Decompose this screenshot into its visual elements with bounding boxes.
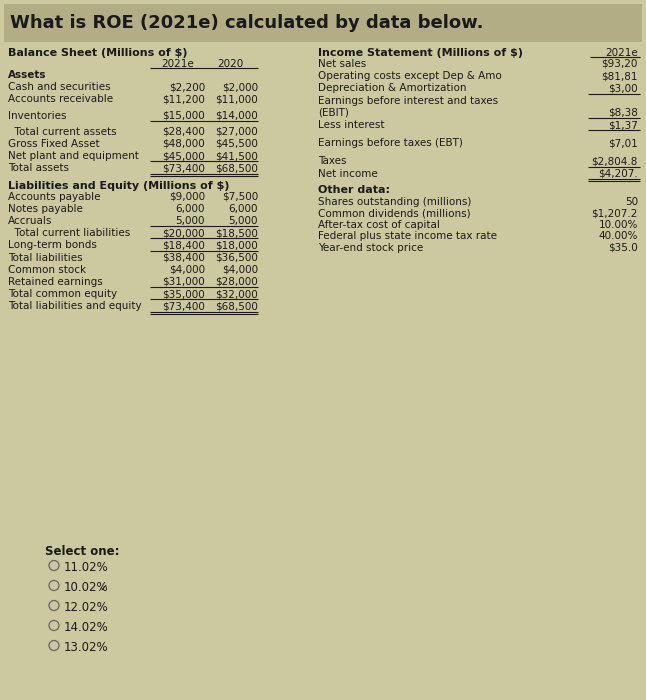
Text: Common stock: Common stock: [8, 265, 86, 275]
Text: 13.02%: 13.02%: [64, 641, 109, 654]
Text: 11.02%: 11.02%: [64, 561, 109, 574]
Text: 12.02%: 12.02%: [64, 601, 109, 614]
Text: 5,000: 5,000: [176, 216, 205, 226]
Text: Federal plus state income tax rate: Federal plus state income tax rate: [318, 231, 497, 241]
Text: $7,500: $7,500: [222, 192, 258, 202]
Text: $18,400: $18,400: [162, 240, 205, 251]
Text: $73,400: $73,400: [162, 163, 205, 174]
Text: $41,500: $41,500: [215, 151, 258, 161]
Text: Earnings before interest and taxes: Earnings before interest and taxes: [318, 96, 498, 106]
Text: $35,000: $35,000: [162, 289, 205, 299]
Text: Total common equity: Total common equity: [8, 289, 117, 299]
Text: Depreciation & Amortization: Depreciation & Amortization: [318, 83, 466, 93]
Text: $27,000: $27,000: [215, 127, 258, 136]
Text: Notes payable: Notes payable: [8, 204, 83, 214]
Text: Total current liabilities: Total current liabilities: [8, 228, 130, 238]
Text: Year-end stock price: Year-end stock price: [318, 243, 423, 253]
Text: $11,000: $11,000: [215, 94, 258, 104]
Text: $32,000: $32,000: [215, 289, 258, 299]
Text: 6,000: 6,000: [176, 204, 205, 214]
Text: $48,000: $48,000: [162, 139, 205, 149]
Text: What is ROE (2021e) calculated by data below.: What is ROE (2021e) calculated by data b…: [10, 14, 483, 32]
Text: $45,000: $45,000: [162, 151, 205, 161]
Text: Other data:: Other data:: [318, 185, 390, 195]
Text: $4,000: $4,000: [169, 265, 205, 275]
Text: $28,000: $28,000: [215, 277, 258, 287]
Text: 2021e: 2021e: [605, 48, 638, 58]
Text: Total current assets: Total current assets: [8, 127, 117, 136]
Text: $3,00: $3,00: [609, 83, 638, 93]
Text: Net sales: Net sales: [318, 59, 366, 69]
Text: 50: 50: [625, 197, 638, 206]
Text: $31,000: $31,000: [162, 277, 205, 287]
Text: 6,000: 6,000: [229, 204, 258, 214]
Text: $2,000: $2,000: [222, 82, 258, 92]
Text: Balance Sheet (Millions of $): Balance Sheet (Millions of $): [8, 48, 187, 58]
Text: $8,38: $8,38: [608, 108, 638, 118]
Text: $11,200: $11,200: [162, 94, 205, 104]
Text: After-tax cost of capital: After-tax cost of capital: [318, 220, 440, 230]
Text: Assets: Assets: [8, 70, 47, 80]
Text: $93,20: $93,20: [601, 59, 638, 69]
Text: Total liabilities: Total liabilities: [8, 253, 83, 262]
Text: Accounts receivable: Accounts receivable: [8, 94, 113, 104]
Text: Less interest: Less interest: [318, 120, 384, 130]
Text: $35.0: $35.0: [609, 243, 638, 253]
Text: 10.00%: 10.00%: [599, 220, 638, 230]
Text: Total assets: Total assets: [8, 163, 69, 174]
Text: Accruals: Accruals: [8, 216, 52, 226]
Text: 5,000: 5,000: [229, 216, 258, 226]
Text: $45,500: $45,500: [215, 139, 258, 149]
Text: $2,804.8: $2,804.8: [592, 156, 638, 167]
Text: Net income: Net income: [318, 169, 378, 178]
Text: (EBIT): (EBIT): [318, 108, 349, 118]
Text: Select one:: Select one:: [45, 545, 120, 558]
Text: $18,000: $18,000: [215, 240, 258, 251]
Text: $1,37: $1,37: [608, 120, 638, 130]
Text: Taxes: Taxes: [318, 156, 346, 167]
Text: $1,207.2: $1,207.2: [592, 209, 638, 218]
Text: $4,207.: $4,207.: [598, 169, 638, 178]
Text: Accounts payable: Accounts payable: [8, 192, 101, 202]
Text: $18,500: $18,500: [215, 228, 258, 238]
Text: ✓: ✓: [100, 583, 108, 593]
Text: 40.00%: 40.00%: [599, 231, 638, 241]
Text: Retained earnings: Retained earnings: [8, 277, 103, 287]
Text: $81,81: $81,81: [601, 71, 638, 81]
Text: $14,000: $14,000: [215, 111, 258, 120]
Text: 2020: 2020: [217, 59, 243, 69]
Text: Net plant and equipment: Net plant and equipment: [8, 151, 139, 161]
Text: $20,000: $20,000: [162, 228, 205, 238]
Text: Earnings before taxes (EBT): Earnings before taxes (EBT): [318, 138, 463, 148]
Text: $68,500: $68,500: [215, 163, 258, 174]
Text: Gross Fixed Asset: Gross Fixed Asset: [8, 139, 99, 149]
Text: $2,200: $2,200: [169, 82, 205, 92]
Text: Shares outstanding (millions): Shares outstanding (millions): [318, 197, 472, 206]
Text: Inventories: Inventories: [8, 111, 67, 120]
Text: $36,500: $36,500: [215, 253, 258, 262]
Text: 14.02%: 14.02%: [64, 621, 109, 634]
Text: Operating costs except Dep & Amo: Operating costs except Dep & Amo: [318, 71, 502, 81]
Text: 10.02%: 10.02%: [64, 581, 109, 594]
FancyBboxPatch shape: [4, 4, 642, 42]
Text: Common dividends (millions): Common dividends (millions): [318, 209, 471, 218]
Text: $9,000: $9,000: [169, 192, 205, 202]
Text: $28,400: $28,400: [162, 127, 205, 136]
Text: Total liabilities and equity: Total liabilities and equity: [8, 302, 141, 312]
Text: $68,500: $68,500: [215, 302, 258, 312]
Text: $73,400: $73,400: [162, 302, 205, 312]
Text: $15,000: $15,000: [162, 111, 205, 120]
Text: Liabilities and Equity (Millions of $): Liabilities and Equity (Millions of $): [8, 181, 229, 190]
Text: Long-term bonds: Long-term bonds: [8, 240, 97, 251]
Text: $4,000: $4,000: [222, 265, 258, 275]
Text: $38,400: $38,400: [162, 253, 205, 262]
Text: 2021e: 2021e: [162, 59, 194, 69]
Text: Cash and securities: Cash and securities: [8, 82, 110, 92]
Text: $7,01: $7,01: [609, 138, 638, 148]
Text: Income Statement (Millions of $): Income Statement (Millions of $): [318, 48, 523, 58]
